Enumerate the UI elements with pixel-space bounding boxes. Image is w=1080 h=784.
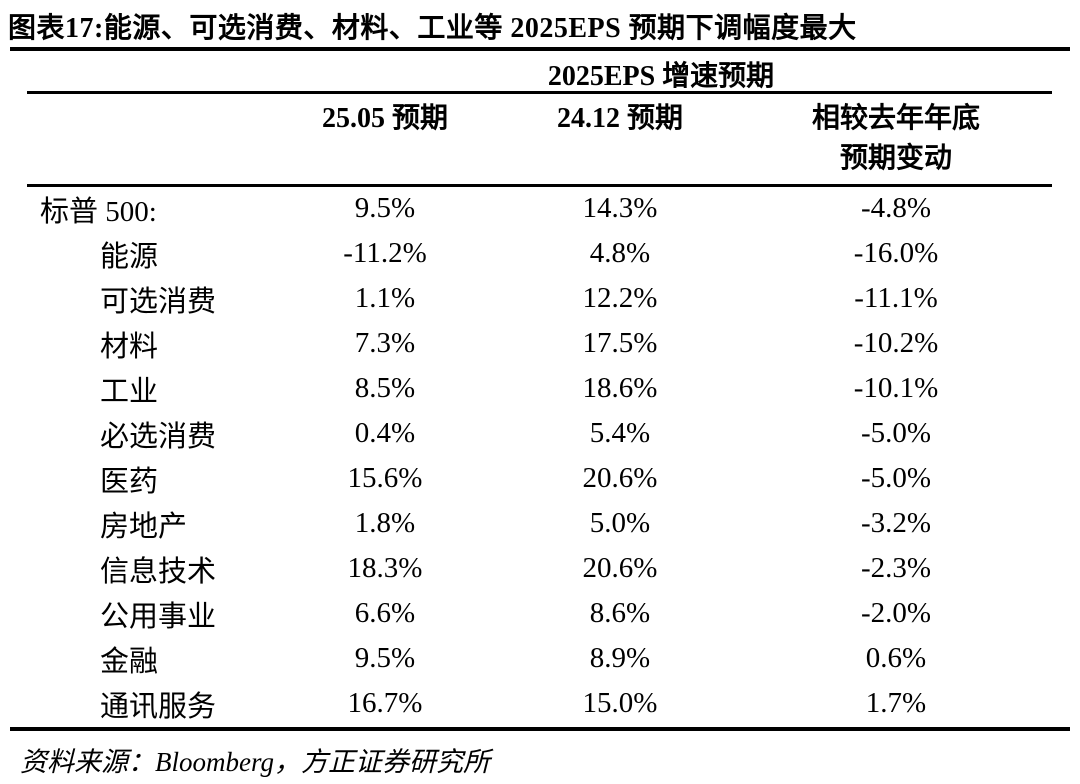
cell-value: 15.0% (582, 687, 658, 719)
cell-value: 20.6% (582, 462, 658, 494)
cell-value: 15.6% (347, 462, 423, 494)
cell-value: -4.8% (860, 192, 932, 224)
cell-value: 1.1% (354, 282, 416, 314)
table-row: 公用事业 6.6% 8.6% -2.0% (27, 591, 1052, 636)
cell-value: 20.6% (582, 552, 658, 584)
row-label: 必选消费 (100, 420, 217, 453)
row-label: 工业 (100, 375, 159, 408)
row-label: 材料 (100, 330, 159, 363)
column-header-2505: 25.05 预期 (321, 103, 448, 134)
cell-value: 6.6% (354, 597, 416, 629)
cell-value: 18.6% (582, 372, 658, 404)
cell-value: 16.7% (347, 687, 423, 719)
cell-value: 1.8% (354, 507, 416, 539)
cell-value: -5.0% (860, 462, 932, 494)
column-header-change: 相较去年年底 预期变动 (740, 99, 1052, 179)
table-row: 房地产 1.8% 5.0% -3.2% (27, 501, 1052, 546)
cell-value: 14.3% (582, 192, 658, 224)
table-row: 可选消费 1.1% 12.2% -11.1% (27, 276, 1052, 321)
cell-value: 8.6% (589, 597, 651, 629)
row-label: 能源 (100, 240, 159, 273)
cell-value: -10.2% (853, 327, 939, 359)
table-row: 工业 8.5% 18.6% -10.1% (27, 366, 1052, 411)
table-row: 能源 -11.2% 4.8% -16.0% (27, 231, 1052, 276)
row-label: 金融 (100, 645, 159, 678)
row-label: 房地产 (100, 510, 188, 543)
data-source-note: 资料来源：Bloomberg，方正证券研究所 (20, 747, 490, 777)
header-divider-rule (27, 91, 1052, 94)
table-body: 标普 500: 9.5% 14.3% -4.8% 能源 -11.2% 4.8% … (27, 186, 1052, 726)
row-label: 可选消费 (100, 285, 217, 318)
cell-value: -5.0% (860, 417, 932, 449)
cell-value: 12.2% (582, 282, 658, 314)
column-header-change-line1: 相较去年年底 (811, 103, 980, 134)
column-header-2412: 24.12 预期 (556, 103, 683, 134)
table-row: 必选消费 0.4% 5.4% -5.0% (27, 411, 1052, 456)
figure-title: 图表17:能源、可选消费、材料、工业等 2025EPS 预期下调幅度最大 (8, 13, 857, 44)
row-label: 医药 (100, 465, 159, 498)
cell-value: 0.4% (354, 417, 416, 449)
cell-value: 18.3% (347, 552, 423, 584)
cell-value: 8.5% (354, 372, 416, 404)
table-group-header: 2025EPS 增速预期 (547, 61, 775, 92)
cell-value: 4.8% (589, 237, 651, 269)
row-label: 标普 500: (40, 195, 157, 228)
bottom-thick-rule (10, 727, 1070, 731)
cell-value: -2.3% (860, 552, 932, 584)
cell-value: 7.3% (354, 327, 416, 359)
column-header-change-line2: 预期变动 (839, 143, 952, 174)
cell-value: -3.2% (860, 507, 932, 539)
cell-value: -11.1% (854, 282, 938, 314)
row-label: 信息技术 (100, 555, 217, 588)
row-label: 通讯服务 (100, 690, 217, 723)
cell-value: 9.5% (354, 642, 416, 674)
body-top-rule (27, 184, 1052, 187)
table-row: 金融 9.5% 8.9% 0.6% (27, 636, 1052, 681)
cell-value: 9.5% (354, 192, 416, 224)
cell-value: -2.0% (860, 597, 932, 629)
cell-value: 5.4% (589, 417, 651, 449)
cell-value: -10.1% (853, 372, 939, 404)
cell-value: -11.2% (343, 237, 427, 269)
table-row: 医药 15.6% 20.6% -5.0% (27, 456, 1052, 501)
table-row: 材料 7.3% 17.5% -10.2% (27, 321, 1052, 366)
column-header-empty (27, 99, 270, 179)
cell-value: 0.6% (865, 642, 927, 674)
table-row: 信息技术 18.3% 20.6% -2.3% (27, 546, 1052, 591)
cell-value: 17.5% (582, 327, 658, 359)
row-label: 公用事业 (100, 600, 217, 633)
cell-value: 1.7% (865, 687, 927, 719)
column-header-row: 25.05 预期 24.12 预期 相较去年年底 预期变动 (27, 99, 1052, 179)
top-thick-rule (10, 47, 1070, 51)
table-row: 通讯服务 16.7% 15.0% 1.7% (27, 681, 1052, 726)
cell-value: 8.9% (589, 642, 651, 674)
cell-value: 5.0% (589, 507, 651, 539)
table-row: 标普 500: 9.5% 14.3% -4.8% (27, 186, 1052, 231)
cell-value: -16.0% (853, 237, 939, 269)
